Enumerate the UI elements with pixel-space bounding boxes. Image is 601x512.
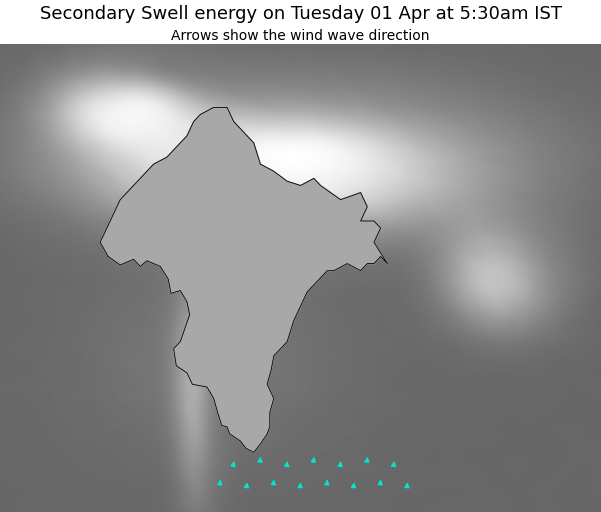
Text: Secondary Swell energy on Tuesday 01 Apr at 5:30am IST: Secondary Swell energy on Tuesday 01 Apr… <box>40 5 561 23</box>
Text: Arrows show the wind wave direction: Arrows show the wind wave direction <box>171 29 430 42</box>
Polygon shape <box>100 108 387 453</box>
